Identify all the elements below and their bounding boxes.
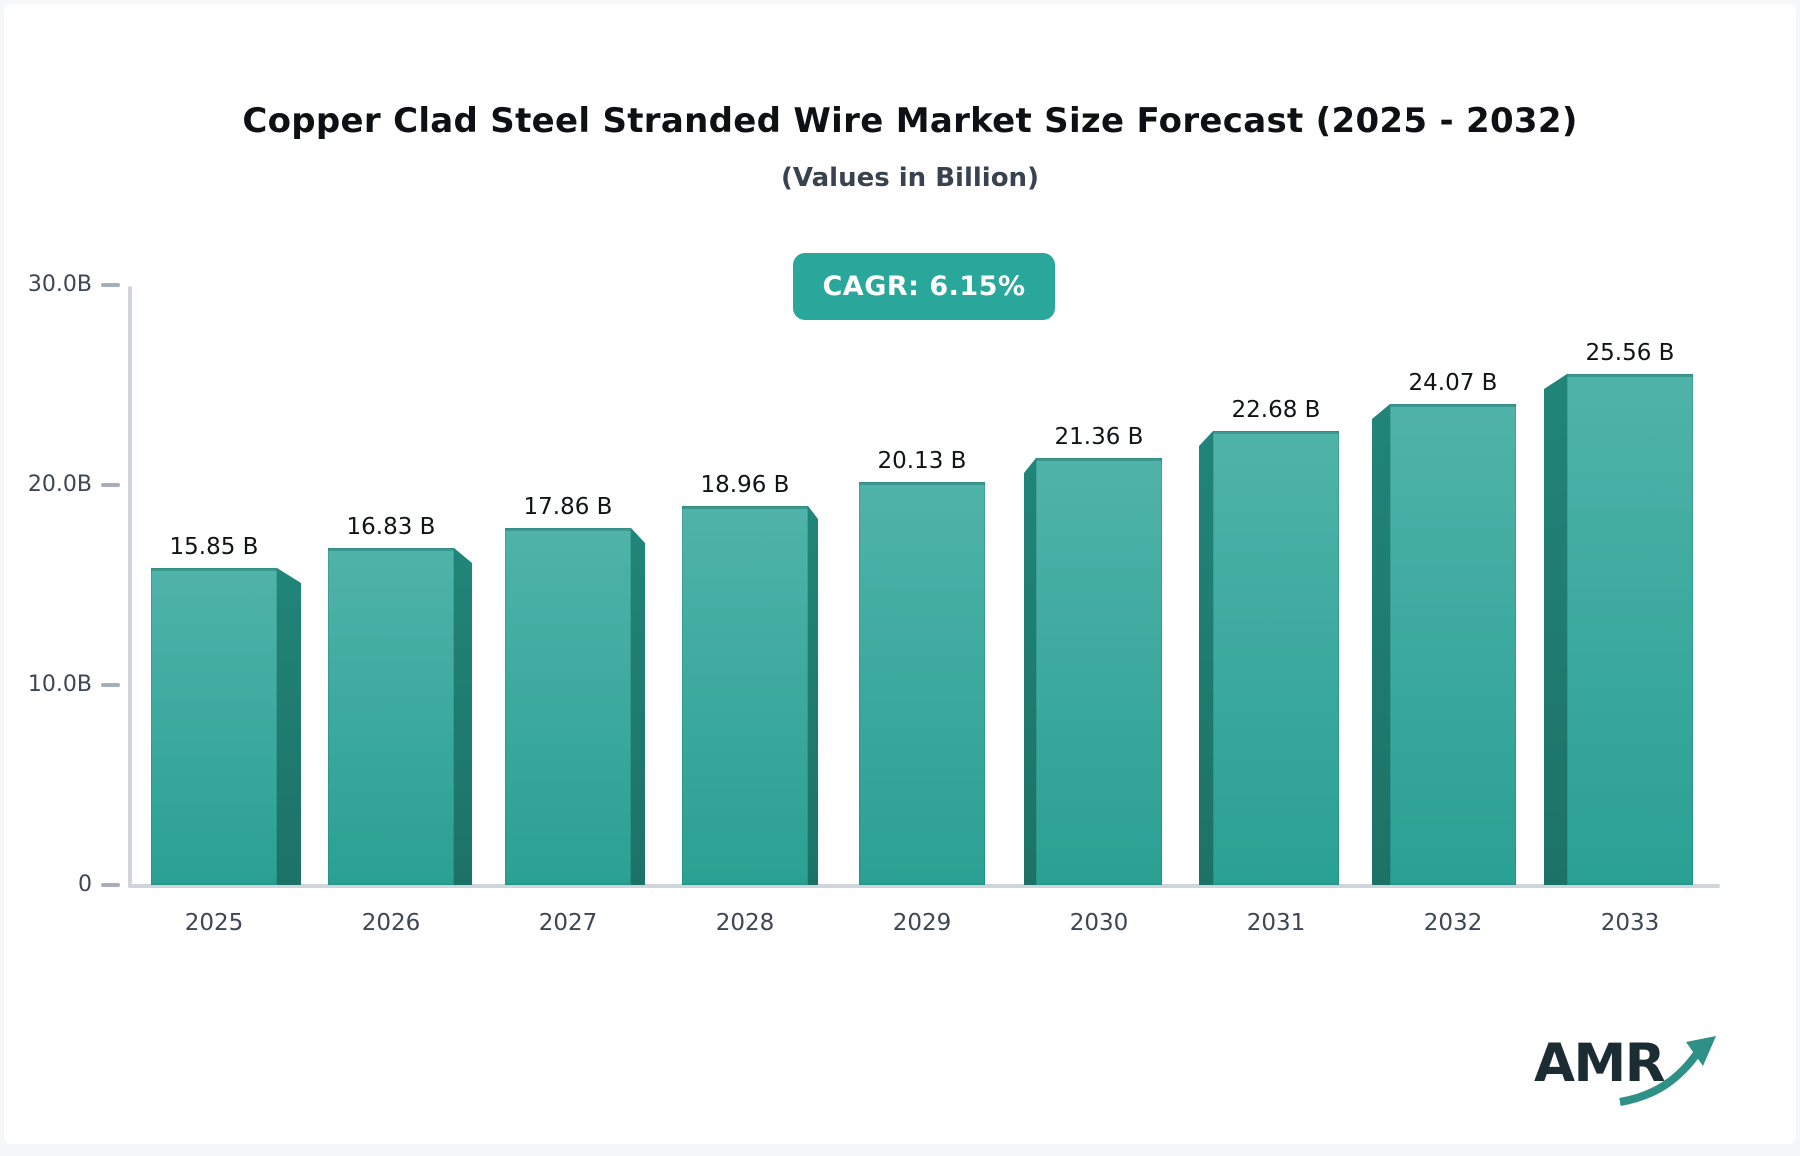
bar-value-label: 20.13 B xyxy=(877,448,967,474)
x-tick-label-2026: 2026 xyxy=(361,910,421,936)
bar-2033[interactable] xyxy=(1567,374,1693,885)
bar-side-face-2025 xyxy=(277,568,301,885)
bar-2029[interactable] xyxy=(859,482,985,885)
x-axis-line xyxy=(128,884,1720,888)
growth-arrow-icon xyxy=(1619,1036,1716,1106)
y-tick-label-0: 0 xyxy=(78,872,92,897)
bar-side-face-2026 xyxy=(454,548,472,885)
x-tick-label-2027: 2027 xyxy=(538,910,598,936)
y-tick-mark xyxy=(101,883,120,887)
x-tick-label-2032: 2032 xyxy=(1423,910,1483,936)
y-tick-label-10.0B: 10.0B xyxy=(27,672,92,697)
y-tick-label-20.0B: 20.0B xyxy=(27,472,92,497)
x-tick-label-2029: 2029 xyxy=(892,910,952,936)
bar-side-face-2030 xyxy=(1024,458,1036,885)
bar-2026[interactable] xyxy=(328,548,454,885)
bar-value-label: 25.56 B xyxy=(1585,340,1675,366)
bar-value-label: 22.68 B xyxy=(1231,397,1321,423)
y-tick-mark xyxy=(101,283,120,287)
x-tick-label-2028: 2028 xyxy=(715,910,775,936)
bar-value-label: 16.83 B xyxy=(346,514,436,540)
amr-logo: AMR xyxy=(1520,1028,1730,1114)
y-tick-mark xyxy=(101,683,120,687)
bar-2031[interactable] xyxy=(1213,431,1339,885)
bar-2027[interactable] xyxy=(505,528,631,885)
bar-side-face-2031 xyxy=(1199,431,1213,885)
bar-value-label: 15.85 B xyxy=(169,534,259,560)
bar-value-label: 17.86 B xyxy=(523,494,613,520)
y-axis-line xyxy=(128,286,132,888)
cagr-badge: CAGR: 6.15% xyxy=(793,253,1055,320)
bar-2028[interactable] xyxy=(682,506,808,885)
bar-value-label: 24.07 B xyxy=(1408,370,1498,396)
y-tick-mark xyxy=(101,483,120,487)
bar-side-face-2027 xyxy=(631,528,645,885)
bar-side-face-2028 xyxy=(808,506,818,885)
bar-2025[interactable] xyxy=(151,568,277,885)
bar-side-face-2032 xyxy=(1372,404,1390,885)
page-subtitle: (Values in Billion) xyxy=(781,163,1039,193)
bar-value-label: 18.96 B xyxy=(700,472,790,498)
x-tick-label-2030: 2030 xyxy=(1069,910,1129,936)
amr-logo-text: AMR xyxy=(1534,1033,1666,1094)
y-tick-label-30.0B: 30.0B xyxy=(27,272,92,297)
x-tick-label-2033: 2033 xyxy=(1600,910,1660,936)
bar-2032[interactable] xyxy=(1390,404,1516,885)
x-tick-label-2025: 2025 xyxy=(184,910,244,936)
bar-value-label: 21.36 B xyxy=(1054,424,1144,450)
bar-side-face-2033 xyxy=(1544,374,1567,885)
x-tick-label-2031: 2031 xyxy=(1246,910,1306,936)
bar-2030[interactable] xyxy=(1036,458,1162,885)
page-title: Copper Clad Steel Stranded Wire Market S… xyxy=(242,101,1578,141)
